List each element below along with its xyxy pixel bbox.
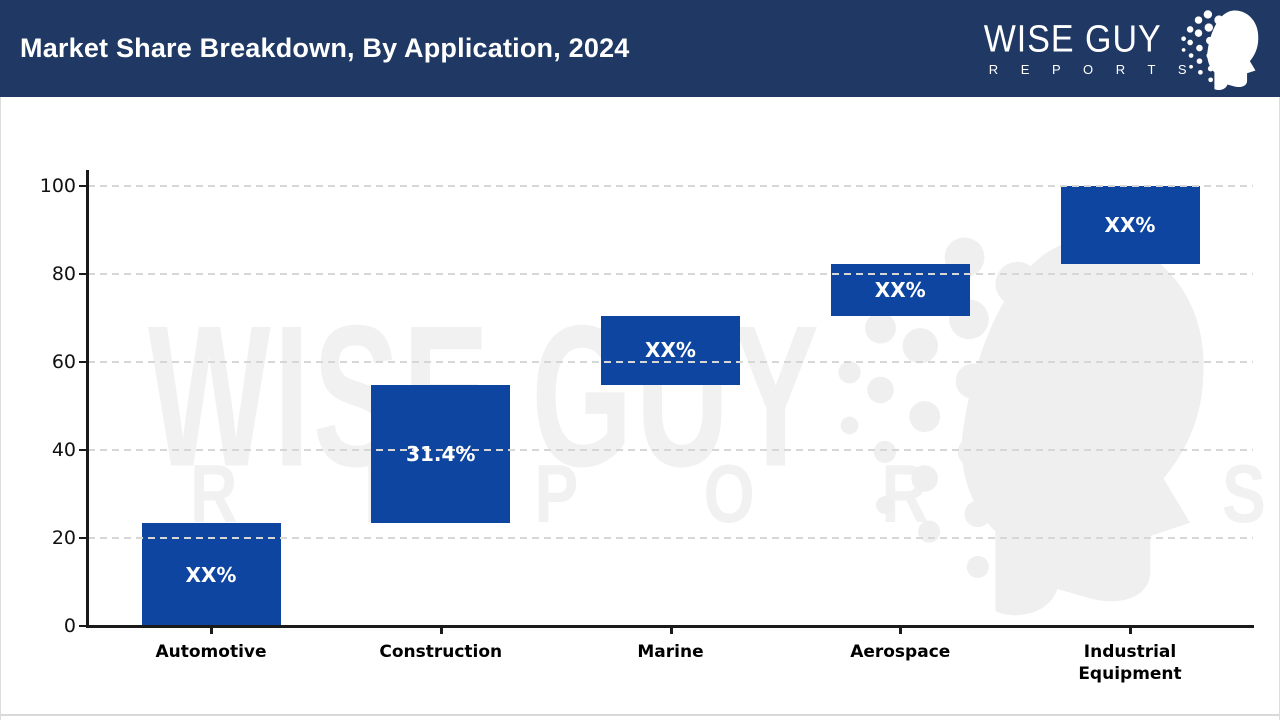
y-axis-line (86, 170, 89, 627)
y-tick-mark-80 (79, 273, 88, 275)
x-tick-mark-industrial-equipment (1129, 626, 1132, 634)
y-tick-label-80: 80 (51, 263, 76, 285)
watermark-head-icon (838, 237, 1204, 616)
y-tick-mark-20 (79, 537, 88, 539)
logo-subtitle: R E P O R T S (988, 62, 1196, 77)
bar-marine (601, 315, 740, 385)
y-tick-mark-100 (79, 185, 88, 187)
x-tick-mark-construction (439, 626, 443, 634)
y-tick-mark-0 (79, 625, 88, 627)
x-axis-label-marine: Marine (637, 642, 704, 662)
gridline-60 (88, 361, 1253, 363)
logo-text: WISE GUY R E P O R T S (983, 17, 1196, 77)
left-edge-border (0, 97, 1, 720)
gridline-80 (88, 273, 1253, 275)
logo-head-icon (1181, 9, 1259, 90)
gridline-40 (88, 449, 1253, 451)
x-axis-label-construction: Construction (379, 642, 503, 662)
bar-automotive (141, 523, 281, 626)
y-tick-label-40: 40 (51, 439, 76, 461)
bar-construction (371, 384, 511, 524)
x-tick-mark-aerospace (899, 626, 903, 634)
bar-aerospace (830, 263, 970, 316)
wise-guy-logo: WISE GUY R E P O R T S (984, 7, 1266, 91)
gridline-20 (88, 537, 1253, 539)
bar-industrial-equipment (1060, 186, 1200, 264)
page-title: Market Share Breakdown, By Application, … (20, 33, 630, 63)
x-tick-mark-marine (669, 626, 673, 634)
x-axis-label-automotive: Automotive (155, 642, 267, 662)
logo-wordmark: WISE GUY (983, 17, 1162, 61)
y-tick-mark-60 (79, 361, 88, 363)
y-tick-label-0: 0 (63, 615, 76, 637)
y-tick-mark-40 (79, 449, 88, 451)
x-axis-label-aerospace: Aerospace (850, 642, 951, 662)
gridline-100 (88, 185, 1253, 187)
bottom-divider (0, 714, 1280, 716)
y-tick-label-20: 20 (51, 527, 76, 549)
x-axis-line (86, 625, 1254, 628)
header-band: Market Share Breakdown, By Application, … (0, 0, 1280, 97)
x-tick-mark-automotive (210, 626, 213, 634)
y-tick-label-60: 60 (51, 351, 76, 373)
y-tick-label-100: 100 (39, 175, 76, 197)
x-axis-label-industrial-equipment: Industrial Equipment (1078, 642, 1182, 685)
